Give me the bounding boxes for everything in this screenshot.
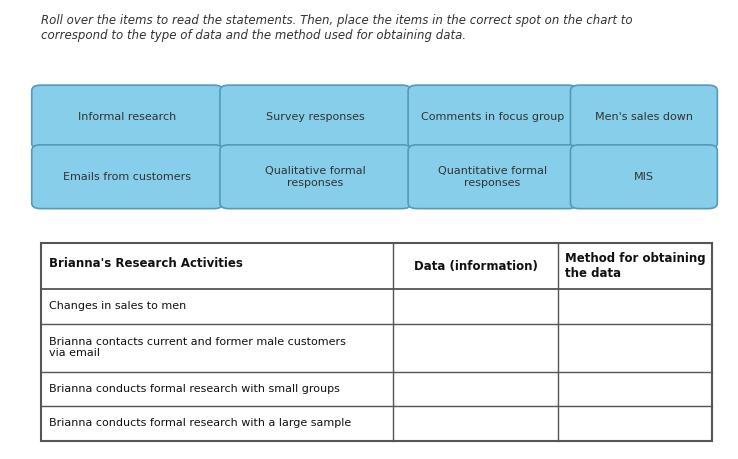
FancyBboxPatch shape [220,145,411,208]
Text: Data (information): Data (information) [413,260,537,273]
Text: MIS: MIS [634,172,654,182]
Text: Emails from customers: Emails from customers [63,172,191,182]
Text: Brianna conducts formal research with small groups: Brianna conducts formal research with sm… [49,384,340,394]
FancyBboxPatch shape [220,85,411,149]
Text: Qualitative formal
responses: Qualitative formal responses [265,166,366,188]
Text: Comments in focus group: Comments in focus group [421,112,565,122]
Text: Brianna contacts current and former male customers
via email: Brianna contacts current and former male… [49,337,346,358]
Text: Men's sales down: Men's sales down [595,112,693,122]
Text: Survey responses: Survey responses [266,112,365,122]
Text: Brianna's Research Activities: Brianna's Research Activities [49,257,244,270]
Text: Method for obtaining
the data: Method for obtaining the data [565,252,706,280]
Text: Quantitative formal
responses: Quantitative formal responses [438,166,547,188]
FancyBboxPatch shape [570,85,717,149]
FancyBboxPatch shape [408,145,577,208]
Text: Brianna conducts formal research with a large sample: Brianna conducts formal research with a … [49,419,352,428]
Bar [41,243,712,441]
Text: Roll over the items to read the statements. Then, place the items in the correct: Roll over the items to read the statemen… [41,14,632,42]
FancyBboxPatch shape [32,85,223,149]
FancyBboxPatch shape [570,145,717,208]
Text: Changes in sales to men: Changes in sales to men [49,302,187,311]
Text: Informal research: Informal research [78,112,176,122]
FancyBboxPatch shape [32,145,223,208]
FancyBboxPatch shape [408,85,577,149]
